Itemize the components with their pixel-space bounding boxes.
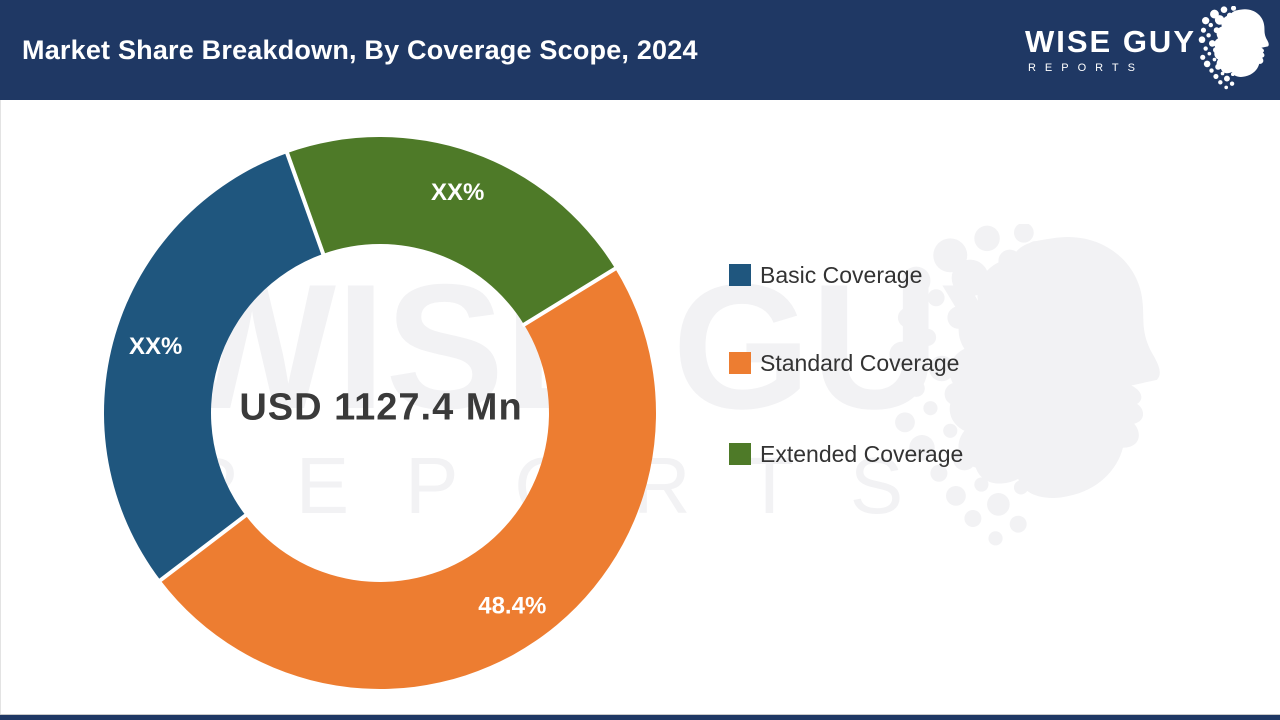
header-bar: Market Share Breakdown, By Coverage Scop… [0, 0, 1280, 100]
donut-segment-standard-coverage [160, 268, 657, 690]
donut-segment-extended-coverage [287, 136, 616, 325]
legend-swatch-basic-coverage [729, 264, 751, 286]
legend-item-extended-coverage: Extended Coverage [729, 440, 964, 467]
content-left-edge [0, 100, 1, 714]
segment-separator [284, 150, 326, 257]
slice-percentage-label: XX% [431, 179, 484, 206]
legend-label-standard-coverage: Standard Coverage [760, 349, 960, 376]
legend-item-standard-coverage: Standard Coverage [729, 349, 960, 376]
legend-swatch-extended-coverage [729, 443, 751, 465]
logo-subtext: REPORTS [1027, 62, 1144, 74]
slice-percentage-label: XX% [129, 333, 182, 360]
logo-wordmark: WISE GUY [1024, 24, 1196, 59]
logo-text: WISE GUY REPORTS [1025, 26, 1196, 74]
segment-separator [157, 512, 249, 584]
chart-center-value: USD 1127.4 Mn [239, 386, 523, 429]
dotted-head-logo-icon [1198, 5, 1272, 94]
legend-label-basic-coverage: Basic Coverage [760, 261, 923, 288]
donut-segment-basic-coverage [104, 153, 324, 581]
footer-bar [0, 714, 1280, 720]
legend-swatch-standard-coverage [729, 352, 751, 374]
segment-separator [521, 265, 618, 328]
wise-guy-reports-logo: WISE GUY REPORTS [1025, 5, 1280, 94]
page-title: Market Share Breakdown, By Coverage Scop… [22, 34, 698, 65]
legend-label-extended-coverage: Extended Coverage [760, 440, 964, 467]
slice-percentage-label: 48.4% [478, 593, 546, 620]
legend-item-basic-coverage: Basic Coverage [729, 261, 923, 288]
